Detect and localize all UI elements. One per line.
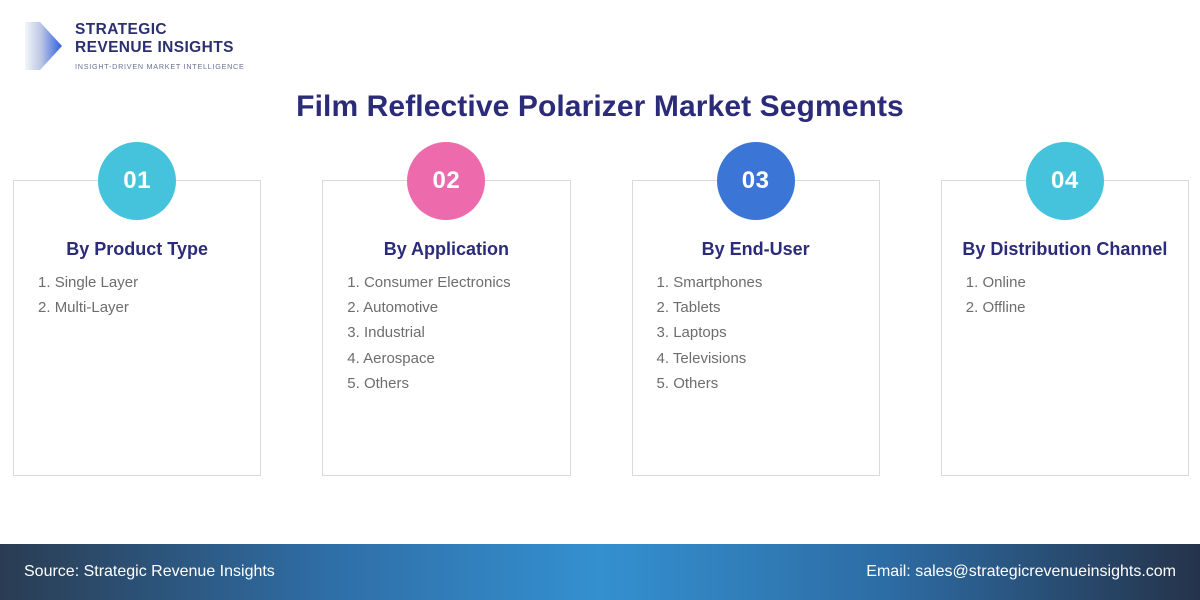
page-title: Film Reflective Polarizer Market Segment… [296,90,904,123]
footer-bar: Source: Strategic Revenue Insights Email… [0,544,1200,600]
chevron-arrow-logo-icon [25,22,62,70]
list-item: Offline [982,299,1026,317]
list-item: Online [982,274,1026,292]
segment-number-badge-4: 04 [1025,142,1104,220]
list-item: Industrial [363,324,425,342]
segment-number-badge-3: 03 [716,142,795,220]
segment-heading-4: By Distribution Channel [962,239,1168,259]
list-item: Televisions [672,349,747,367]
segment-number-badge-2: 02 [407,142,486,220]
segment-list-3: Smartphones Tablets Laptops Televisions … [633,270,879,396]
list-item: Automotive [363,299,439,317]
list-item: Single Layer [54,274,139,292]
list-item: Consumer Electronics [363,274,511,292]
brand-name-line1: STRATEGIC [75,21,168,39]
brand-tagline: INSIGHT-DRIVEN MARKET INTELLIGENCE [75,61,245,71]
list-item: Aerospace [363,349,435,367]
list-item: Laptops [673,324,727,342]
segment-list-1: Single Layer Multi-Layer [14,270,260,320]
segment-number-badge-1: 01 [98,142,177,220]
segment-card-4: 04 By Distribution Channel Online Offlin… [940,142,1189,476]
brand-name-line2: REVENUE INSIGHTS [75,38,234,56]
segment-list-4: Online Offline [942,270,1188,320]
footer-email: Email: sales@strategicrevenueinsights.co… [866,563,1176,580]
list-item: Multi-Layer [54,299,129,317]
segment-heading-3: By End-User [701,239,810,259]
segment-list-2: Consumer Electronics Automotive Industri… [323,270,569,396]
footer-source: Source: Strategic Revenue Insights [24,563,275,580]
list-item: Tablets [672,299,721,317]
segment-card-3: 03 By End-User Smartphones Tablets Lapto… [631,142,880,476]
segment-card-2: 02 By Application Consumer Electronics A… [322,142,571,476]
segment-card-1: 01 By Product Type Single Layer Multi-La… [13,142,262,476]
segment-heading-2: By Application [383,239,510,259]
list-item: Others [363,374,409,392]
list-item: Smartphones [673,274,763,292]
brand-wordmark: STRATEGIC REVENUE INSIGHTS INSIGHT-DRIVE… [75,21,245,71]
brand-logo: STRATEGIC REVENUE INSIGHTS INSIGHT-DRIVE… [20,18,245,74]
list-item: Others [673,374,719,392]
segment-card-grid: 01 By Product Type Single Layer Multi-La… [13,142,1189,476]
segment-heading-1: By Product Type [66,239,208,259]
